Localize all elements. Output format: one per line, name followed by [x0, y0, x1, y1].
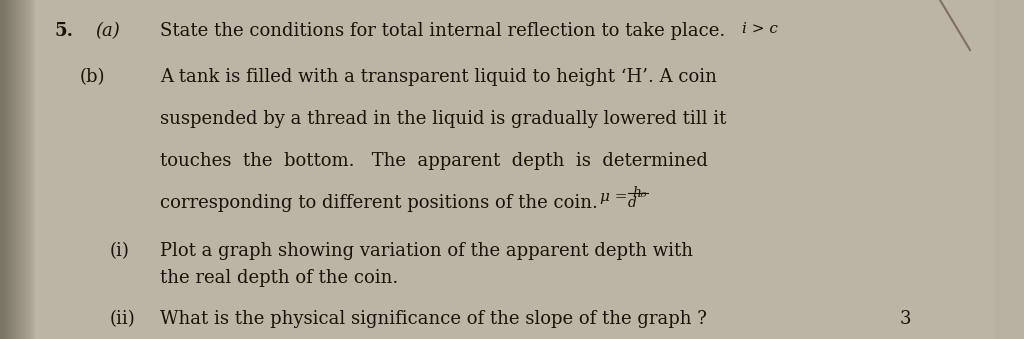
Text: μ =: μ = [600, 190, 628, 204]
Text: suspended by a thread in the liquid is gradually lowered till it: suspended by a thread in the liquid is g… [160, 110, 726, 128]
Text: corresponding to different positions of the coin.: corresponding to different positions of … [160, 194, 598, 212]
Text: h₀: h₀ [632, 186, 646, 200]
Text: What is the physical significance of the slope of the graph ?: What is the physical significance of the… [160, 310, 707, 328]
Text: State the conditions for total internal reflection to take place.: State the conditions for total internal … [160, 22, 725, 40]
Text: 3: 3 [900, 310, 911, 328]
Text: (ii): (ii) [110, 310, 136, 328]
Text: Plot a graph showing variation of the apparent depth with: Plot a graph showing variation of the ap… [160, 242, 693, 260]
Text: i > c: i > c [742, 22, 778, 36]
Text: (a): (a) [95, 22, 120, 40]
Text: (b): (b) [80, 68, 105, 86]
Text: (i): (i) [110, 242, 130, 260]
Text: A tank is filled with a transparent liquid to height ‘H’. A coin: A tank is filled with a transparent liqu… [160, 68, 717, 86]
Text: d: d [628, 196, 637, 210]
Text: touches  the  bottom.   The  apparent  depth  is  determined: touches the bottom. The apparent depth i… [160, 152, 708, 170]
Text: the real depth of the coin.: the real depth of the coin. [160, 269, 398, 287]
Text: 5.: 5. [55, 22, 74, 40]
